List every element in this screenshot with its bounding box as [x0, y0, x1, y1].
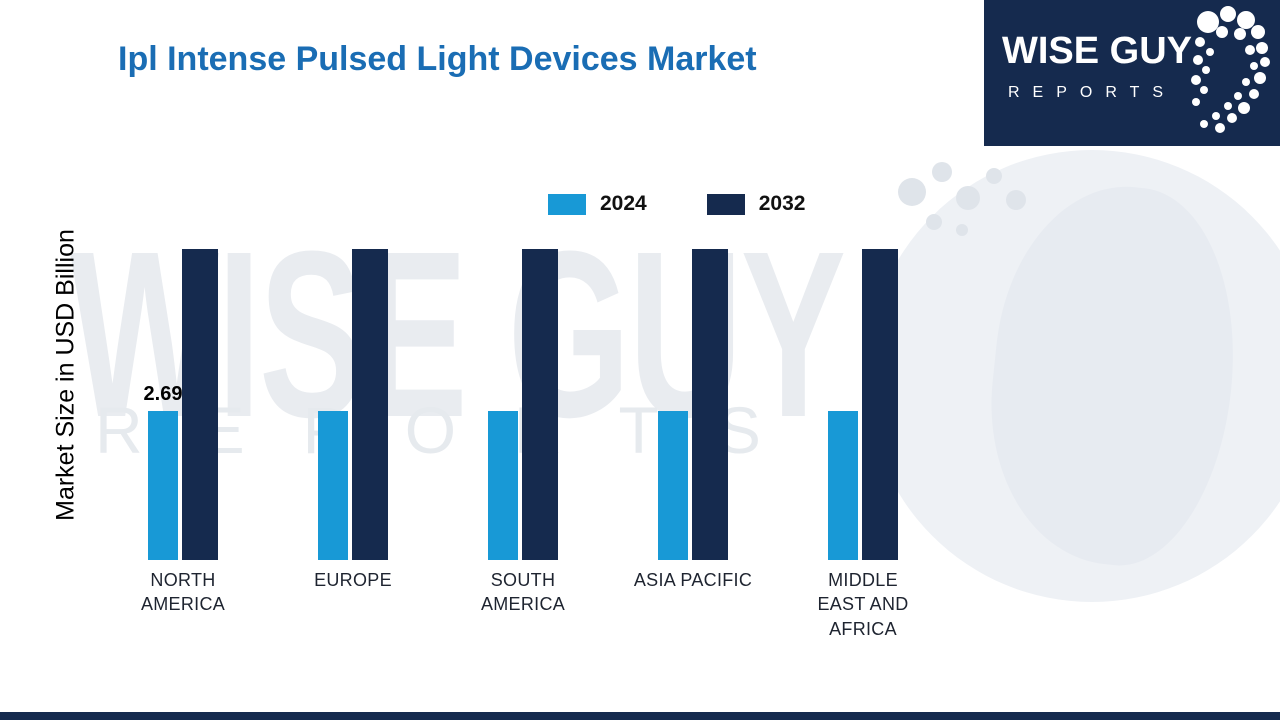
brand-name-text: WISE GUY: [1002, 30, 1193, 72]
bar-2032-europe: [352, 249, 388, 560]
legend-swatch-2024: [548, 193, 586, 215]
watermark-dot: [956, 224, 968, 236]
legend-item-2032: 2032: [706, 192, 806, 216]
bar-value-label: 2.69: [143, 382, 183, 405]
watermark-dot: [926, 214, 942, 230]
brand-reports-text: REPORTS: [1008, 84, 1177, 101]
logo-face-dots-icon: [1191, 6, 1270, 133]
bar-2032-south-america: [522, 249, 558, 560]
bar-2024-europe: [318, 410, 348, 560]
category-label: EUROPE: [314, 570, 392, 590]
watermark-dot: [932, 162, 952, 182]
legend-swatch-2032: [706, 193, 745, 215]
bar-2024-asia-pacific: [658, 410, 688, 560]
legend-item-2024: 2024: [548, 192, 647, 216]
category-label: ASIA PACIFIC: [633, 570, 753, 590]
bar-2032-middle-east-and-africa: [862, 249, 898, 560]
bar-2032-north-america: [182, 249, 218, 560]
category-label: MIDDLE EAST AND AFRICA: [817, 570, 909, 639]
brand-logo: WISE GUY REPORTS: [984, 0, 1280, 146]
bottom-accent-bar: [0, 712, 1280, 720]
legend-label-2024: 2024: [600, 192, 647, 215]
bar-2024-middle-east-and-africa: [828, 410, 858, 560]
bar-2032-asia-pacific: [692, 249, 728, 560]
category-label: NORTH AMERICA: [140, 570, 226, 615]
page-title: Ipl Intense Pulsed Light Devices Market: [118, 40, 757, 78]
category-label: SOUTH AMERICA: [480, 570, 566, 615]
watermark-dot: [1006, 190, 1026, 210]
legend-label-2032: 2032: [758, 192, 806, 215]
watermark-dot: [898, 178, 926, 206]
legend: 2024 2032: [548, 192, 805, 216]
bar-2024-north-america: [148, 410, 178, 560]
bar-2024-south-america: [488, 410, 518, 560]
watermark-dot: [986, 168, 1002, 184]
watermark-dot: [956, 186, 980, 210]
